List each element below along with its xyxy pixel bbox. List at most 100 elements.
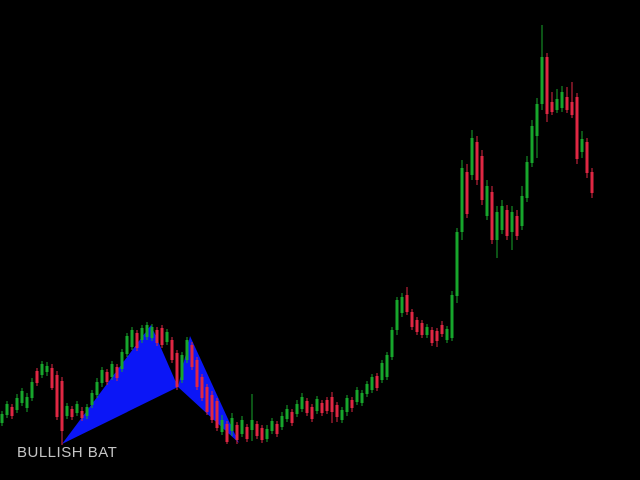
candle-body: [575, 97, 579, 159]
candle-body: [95, 382, 99, 395]
candle-body: [20, 391, 24, 403]
candle-body: [155, 330, 159, 343]
candle-body: [110, 364, 114, 377]
candle-body: [190, 345, 194, 367]
candle-body: [405, 295, 409, 312]
candle-body: [555, 99, 559, 110]
candle-body: [215, 401, 219, 428]
candle-body: [250, 420, 254, 430]
candle-body: [415, 320, 419, 332]
candle-body: [385, 355, 389, 377]
candle-body: [80, 411, 84, 418]
candle-body: [240, 420, 244, 434]
candle-body: [270, 421, 274, 431]
candle-body: [5, 404, 9, 415]
candle-body: [520, 196, 524, 226]
candle-body: [65, 406, 69, 416]
candle-body: [475, 142, 479, 180]
candle-body: [480, 156, 484, 200]
candle-body: [300, 397, 304, 409]
candle-body: [370, 377, 374, 390]
candle-body: [325, 400, 329, 411]
candle-body: [260, 428, 264, 440]
candle-body: [170, 340, 174, 360]
candle-body: [515, 216, 519, 236]
candle-body: [195, 360, 199, 387]
candle-body: [535, 104, 539, 136]
bat-pattern-triangle[interactable]: [62, 325, 178, 444]
candle-wick: [251, 394, 253, 441]
candle-body: [420, 323, 424, 335]
candle-body: [45, 366, 49, 372]
candle-body: [265, 429, 269, 439]
candle-body: [585, 142, 589, 173]
candle-body: [350, 400, 354, 408]
candle-body: [380, 363, 384, 380]
candle-body: [130, 330, 134, 347]
candle-body: [225, 424, 229, 442]
candle-body: [55, 375, 59, 417]
candle-body: [545, 57, 549, 114]
candle-body: [220, 420, 224, 432]
candle-body: [375, 376, 379, 388]
candle-body: [430, 330, 434, 343]
candle-body: [445, 329, 449, 340]
candle-body: [200, 377, 204, 398]
candle-body: [35, 371, 39, 383]
candle-body: [205, 387, 209, 412]
candle-body: [365, 384, 369, 394]
candle-body: [335, 405, 339, 417]
candle-body: [175, 353, 179, 387]
candle-body: [315, 399, 319, 411]
candle-body: [50, 368, 54, 388]
candle-body: [550, 102, 554, 112]
candle-body: [410, 312, 414, 327]
candle-body: [570, 102, 574, 115]
candle-body: [340, 410, 344, 420]
candle-body: [440, 325, 444, 334]
candle-body: [235, 425, 239, 440]
candle-body: [355, 390, 359, 402]
candle-body: [460, 168, 464, 232]
candle-body: [470, 138, 474, 175]
candle-body: [120, 352, 124, 369]
candle-body: [295, 404, 299, 414]
candle-body: [395, 300, 399, 330]
candle-body: [310, 407, 314, 419]
candle-body: [85, 407, 89, 416]
candle-body: [345, 398, 349, 412]
candle-body: [320, 403, 324, 413]
candle-body: [560, 92, 564, 108]
candle-body: [185, 340, 189, 360]
candle-body: [165, 332, 169, 342]
candle-body: [125, 336, 129, 354]
candle-body: [305, 401, 309, 413]
candle-body: [490, 192, 494, 240]
candle-body: [90, 393, 94, 405]
candle-body: [400, 297, 404, 313]
candle-body: [60, 381, 64, 431]
candle-body: [180, 355, 184, 380]
candle-body: [15, 398, 19, 410]
candle-body: [510, 212, 514, 232]
candle-body: [140, 328, 144, 340]
candle-body: [435, 331, 439, 341]
candle-body: [425, 327, 429, 335]
candle-body: [505, 210, 509, 236]
candle-body: [70, 409, 74, 417]
candle-body: [115, 367, 119, 378]
candle-body: [465, 172, 469, 214]
candle-body: [450, 295, 454, 338]
candle-body: [75, 404, 79, 413]
candle-body: [0, 414, 4, 423]
candle-body: [360, 393, 364, 403]
candle-body: [160, 328, 164, 345]
candle-body: [145, 325, 149, 337]
candle-body: [285, 409, 289, 419]
candle-body: [40, 364, 44, 375]
candle-body: [10, 407, 14, 416]
candle-body: [105, 372, 109, 382]
candle-body: [565, 97, 569, 110]
